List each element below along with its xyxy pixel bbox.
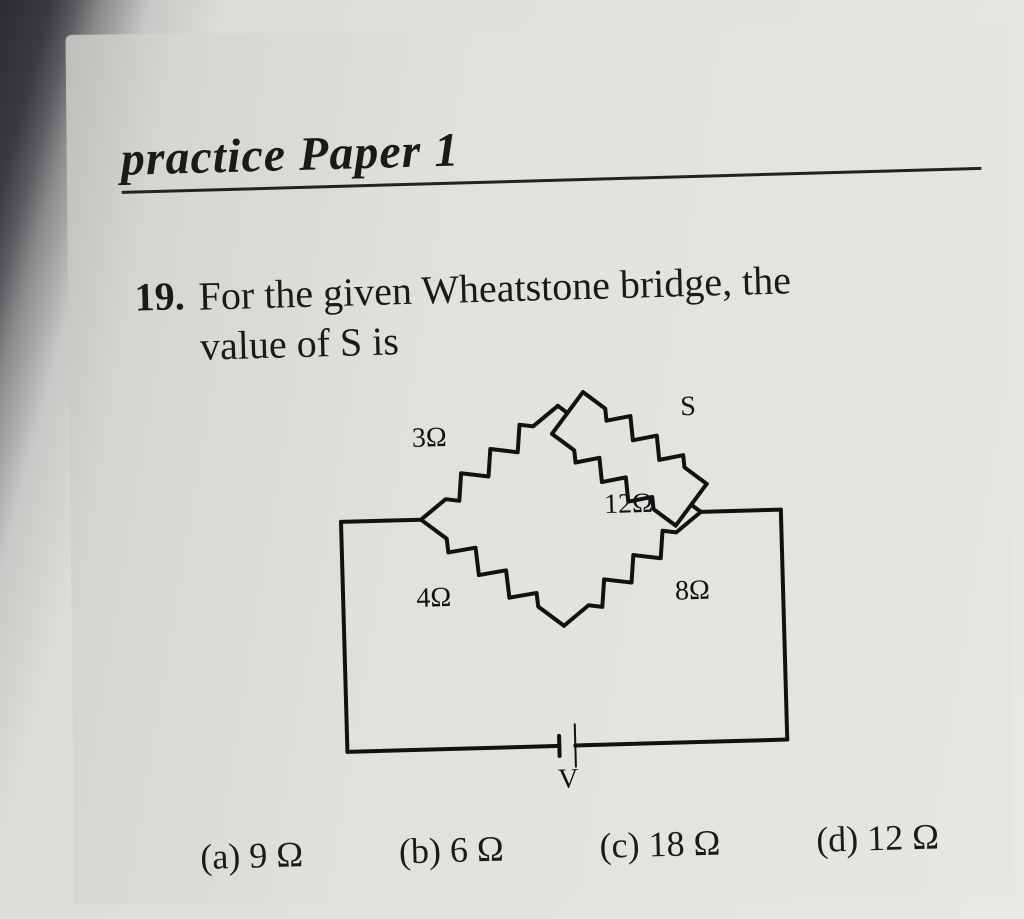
svg-text:12Ω: 12Ω: [604, 488, 654, 520]
svg-text:V: V: [558, 763, 579, 795]
diagram-wrap: 3Ω 4Ω 8Ω 12Ω S V: [127, 354, 999, 818]
question-number: 19.: [124, 272, 185, 321]
svg-text:4Ω: 4Ω: [416, 582, 452, 614]
question-row: 19. For the given Wheatstone bridge, the…: [124, 250, 986, 374]
question-text-line2: value of S is: [199, 318, 399, 369]
question-text: For the given Wheatstone bridge, the val…: [198, 255, 793, 372]
option-a: (a) 9 Ω: [200, 833, 304, 878]
svg-text:3Ω: 3Ω: [411, 422, 447, 454]
option-b: (b) 6 Ω: [398, 828, 504, 873]
question-text-line1: For the given Wheatstone bridge, the: [198, 257, 791, 319]
page-photograph-inner: practice Paper 1 19. For the given Wheat…: [65, 25, 1014, 905]
options-row: (a) 9 Ω (b) 6 Ω (c) 18 Ω (d) 12 Ω: [200, 814, 1001, 878]
option-d: (d) 12 Ω: [816, 815, 940, 860]
page-photograph-outer: practice Paper 1 19. For the given Wheat…: [0, 0, 1024, 919]
wheatstone-circuit-diagram: 3Ω 4Ω 8Ω 12Ω S V: [277, 358, 849, 813]
svg-text:S: S: [680, 391, 696, 422]
svg-text:8Ω: 8Ω: [675, 575, 711, 607]
content-region: practice Paper 1 19. For the given Wheat…: [120, 108, 1001, 880]
option-c: (c) 18 Ω: [599, 821, 721, 866]
